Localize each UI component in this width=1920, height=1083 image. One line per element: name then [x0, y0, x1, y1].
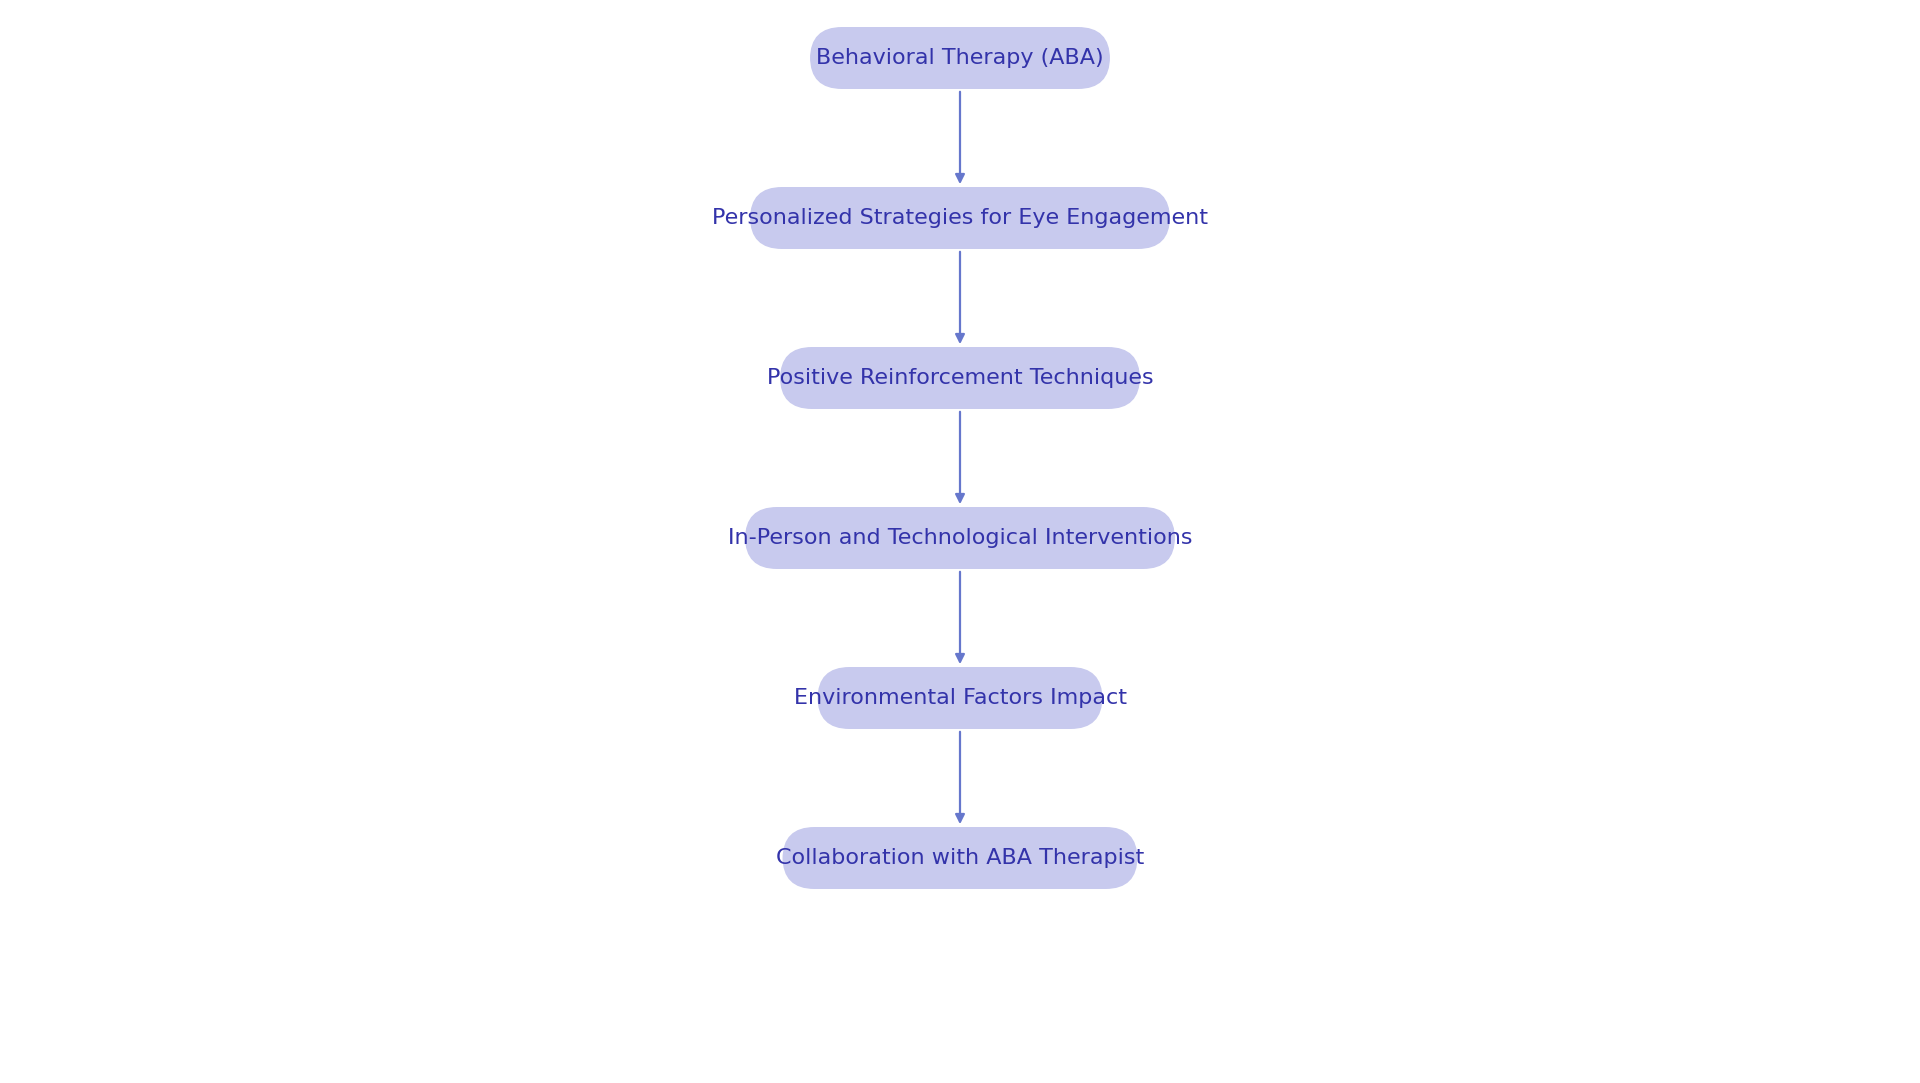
Text: Collaboration with ABA Therapist: Collaboration with ABA Therapist	[776, 848, 1144, 867]
FancyBboxPatch shape	[783, 827, 1137, 889]
Text: In-Person and Technological Interventions: In-Person and Technological Intervention…	[728, 529, 1192, 548]
Text: Behavioral Therapy (ABA): Behavioral Therapy (ABA)	[816, 48, 1104, 68]
Text: Positive Reinforcement Techniques: Positive Reinforcement Techniques	[766, 368, 1154, 388]
FancyBboxPatch shape	[810, 27, 1110, 89]
Text: Personalized Strategies for Eye Engagement: Personalized Strategies for Eye Engageme…	[712, 208, 1208, 229]
FancyBboxPatch shape	[818, 667, 1102, 729]
FancyBboxPatch shape	[745, 507, 1175, 569]
Text: Environmental Factors Impact: Environmental Factors Impact	[793, 688, 1127, 708]
FancyBboxPatch shape	[751, 187, 1169, 249]
FancyBboxPatch shape	[780, 347, 1140, 409]
